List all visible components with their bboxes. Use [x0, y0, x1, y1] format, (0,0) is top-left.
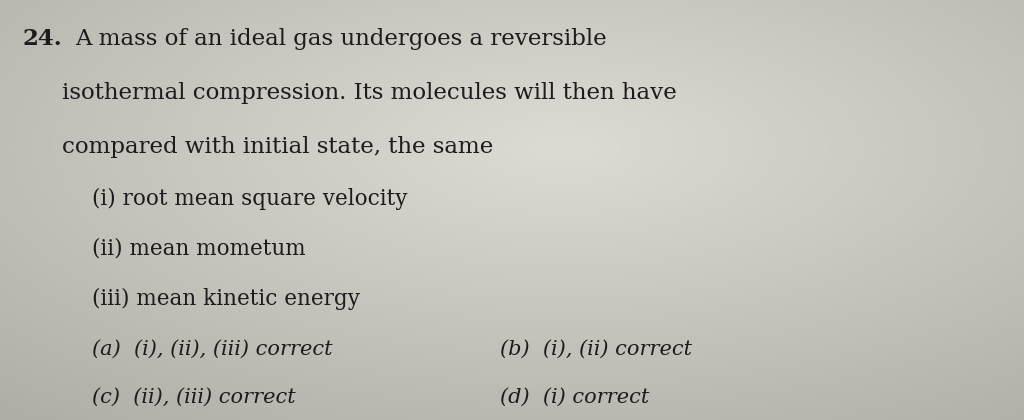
Text: 24.: 24. — [22, 28, 61, 50]
Text: compared with initial state, the same: compared with initial state, the same — [62, 136, 494, 158]
Text: (ii) mean mometum: (ii) mean mometum — [92, 238, 305, 260]
Text: (d)  (i) correct: (d) (i) correct — [500, 388, 649, 407]
Text: (iii) mean kinetic energy: (iii) mean kinetic energy — [92, 288, 360, 310]
Text: (a)  (i), (ii), (iii) correct: (a) (i), (ii), (iii) correct — [92, 340, 333, 359]
Text: (c)  (ii), (iii) correct: (c) (ii), (iii) correct — [92, 388, 296, 407]
Text: A mass of an ideal gas undergoes a reversible: A mass of an ideal gas undergoes a rever… — [75, 28, 606, 50]
Text: isothermal compression. Its molecules will then have: isothermal compression. Its molecules wi… — [62, 82, 677, 104]
Text: (i) root mean square velocity: (i) root mean square velocity — [92, 188, 408, 210]
Text: (b)  (i), (ii) correct: (b) (i), (ii) correct — [500, 340, 692, 359]
